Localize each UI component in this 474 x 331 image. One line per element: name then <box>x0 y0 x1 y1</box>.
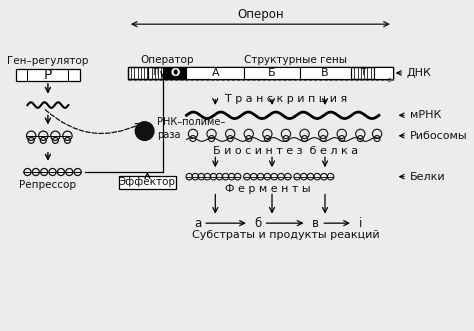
Bar <box>16 69 80 81</box>
Text: Оперон: Оперон <box>237 8 284 22</box>
Text: i: i <box>359 217 362 230</box>
Bar <box>186 67 244 79</box>
Text: Т: Т <box>360 69 365 77</box>
Text: в: в <box>312 217 319 230</box>
Bar <box>351 67 374 79</box>
Text: А: А <box>211 68 219 78</box>
Text: П: П <box>153 69 159 77</box>
Bar <box>244 67 300 79</box>
Bar <box>300 67 351 79</box>
Bar <box>128 67 393 79</box>
Circle shape <box>135 122 154 140</box>
Text: РНК–полиме–
раза: РНК–полиме– раза <box>157 117 225 139</box>
Text: Б и о с и н т е з  б е л к а: Б и о с и н т е з б е л к а <box>213 146 358 156</box>
Text: В: В <box>321 68 329 78</box>
Text: Б: Б <box>268 68 276 78</box>
Bar <box>128 67 148 79</box>
Text: Оператор: Оператор <box>140 55 194 65</box>
Text: Белки: Белки <box>410 172 445 182</box>
Text: мРНК: мРНК <box>410 110 441 120</box>
Bar <box>148 67 163 79</box>
Text: а: а <box>194 217 201 230</box>
Text: Структурные гены: Структурные гены <box>244 55 347 65</box>
Bar <box>118 176 176 189</box>
Text: Репрессор: Репрессор <box>19 180 76 190</box>
Text: Ген–регулятор: Ген–регулятор <box>7 56 89 66</box>
Bar <box>374 67 393 79</box>
Text: б: б <box>255 217 262 230</box>
Text: Эффектор: Эффектор <box>119 177 176 187</box>
Text: Субстраты и продукты реакций: Субстраты и продукты реакций <box>192 230 380 240</box>
Text: Т р а н с к р и п ц и я: Т р а н с к р и п ц и я <box>225 94 347 104</box>
Text: ДНК: ДНК <box>407 68 432 78</box>
Text: О: О <box>170 68 180 78</box>
Text: Ф е р м е н т ы: Ф е р м е н т ы <box>225 184 310 194</box>
Text: Рибосомы: Рибосомы <box>410 131 467 141</box>
Text: Р: Р <box>44 68 52 82</box>
Bar <box>163 67 186 79</box>
